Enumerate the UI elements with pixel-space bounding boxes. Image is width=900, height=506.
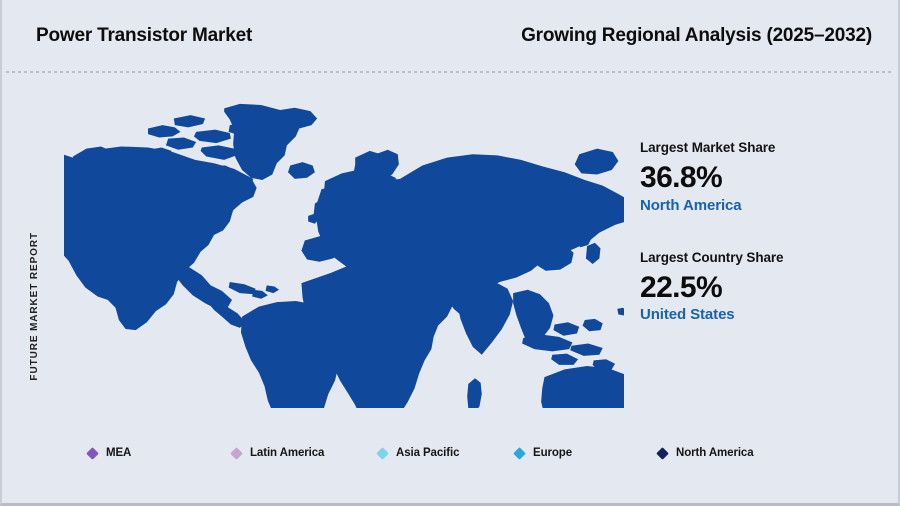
legend-label-north-america: North America: [676, 447, 754, 459]
world-map: [64, 96, 624, 408]
header-divider: [6, 71, 894, 73]
page-title: Power Transistor Market: [36, 25, 253, 46]
legend-diamond-icon-latin-america: [230, 446, 243, 460]
map-landmasses: [64, 103, 624, 408]
world-map-svg: [64, 103, 624, 408]
stat-region-market-share: North America: [640, 196, 742, 214]
stat-label-market-share: Largest Market Share: [640, 140, 776, 155]
legend-item-north-america[interactable]: North America: [656, 446, 754, 460]
stat-block-country-share: Largest Country Share 22.5% United State…: [640, 250, 880, 324]
legend-diamond-icon-europe: [513, 446, 526, 460]
legend-item-asia-pacific[interactable]: Asia Pacific: [376, 446, 515, 460]
stat-value-country-share: 22.5%: [640, 270, 723, 304]
legend-diamond-icon-asia-pacific: [376, 446, 389, 460]
legend-label-latin-america: Latin America: [250, 447, 325, 459]
stat-label-country-share: Largest Country Share: [640, 249, 784, 265]
stat-region-country-share: United States: [640, 306, 735, 323]
map-legend: MEA Latin America Asia Pacific Europe No…: [86, 446, 788, 460]
brand-vertical-label: FUTURE MARKET REPORT: [29, 232, 40, 381]
legend-item-europe[interactable]: Europe: [513, 446, 658, 460]
legend-item-mea[interactable]: MEA: [86, 446, 232, 460]
stat-block-market-share: Largest Market Share 36.8% North America: [640, 140, 880, 214]
legend-diamond-icon-north-america: [656, 446, 669, 460]
legend-diamond-icon-mea: [86, 446, 99, 460]
poster-header: Power Transistor Market Growing Regional…: [2, 0, 898, 72]
legend-item-latin-america[interactable]: Latin America: [230, 446, 378, 460]
header-subtitle: Growing Regional Analysis (2025–2032): [521, 25, 872, 46]
legend-label-asia-pacific: Asia Pacific: [396, 447, 460, 459]
legend-label-europe: Europe: [533, 447, 573, 459]
legend-label-mea: MEA: [106, 447, 132, 459]
stats-panel: Largest Market Share 36.8% North America…: [640, 140, 880, 323]
stat-value-market-share: 36.8%: [640, 161, 723, 194]
